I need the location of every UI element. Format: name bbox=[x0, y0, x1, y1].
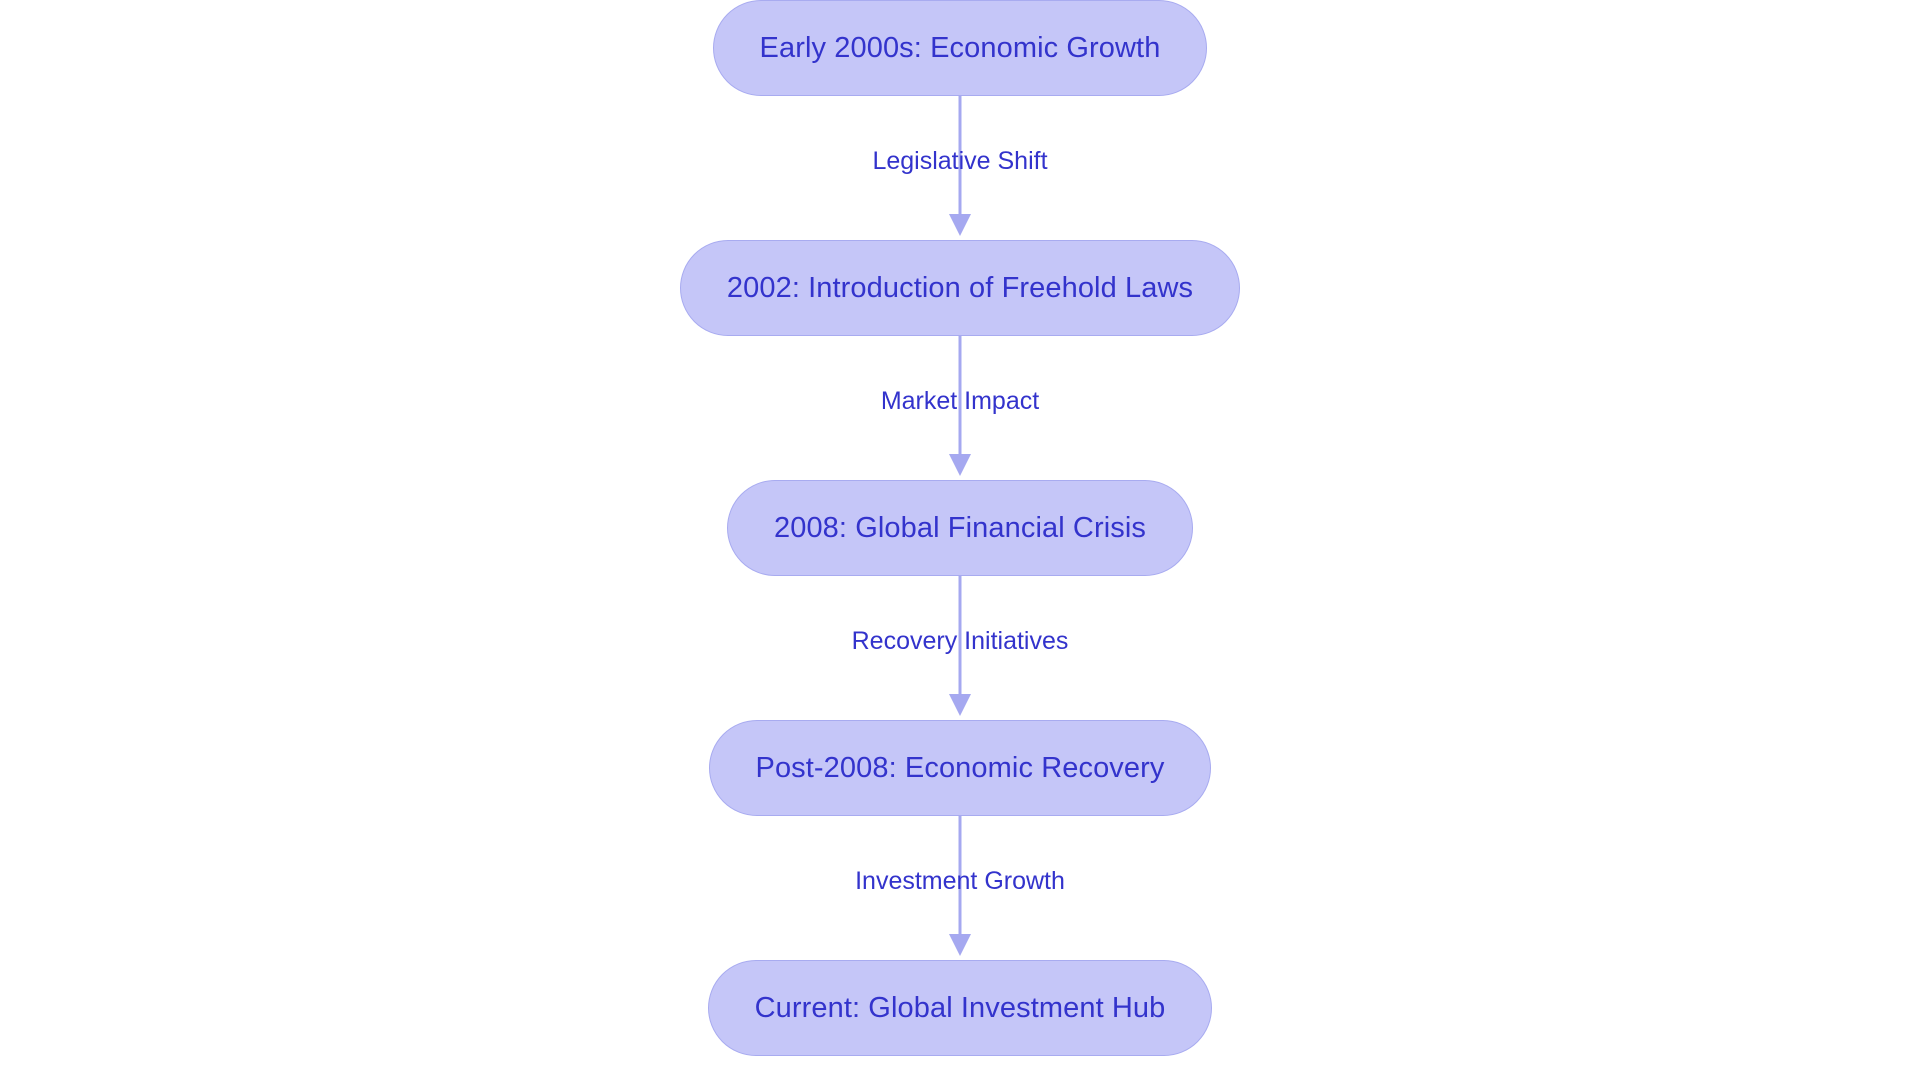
arrow-down-icon bbox=[949, 934, 971, 956]
arrow-down-icon bbox=[949, 454, 971, 476]
flow-node-early-2000s-economic-growth[interactable]: Early 2000s: Economic Growth bbox=[712, 0, 1208, 96]
flow-node-post-2008-economic-recovery[interactable]: Post-2008: Economic Recovery bbox=[708, 720, 1212, 816]
flow-node-label: 2008: Global Financial Crisis bbox=[773, 511, 1146, 544]
flow-edge-legislative-shift: Legislative Shift bbox=[0, 96, 1920, 240]
flow-node-label: 2002: Introduction of Freehold Laws bbox=[726, 271, 1194, 304]
flow-edge-label: Market Impact bbox=[880, 386, 1040, 415]
flow-edge-market-impact: Market Impact bbox=[0, 336, 1920, 480]
flow-node-current-global-investment-hub[interactable]: Current: Global Investment Hub bbox=[707, 960, 1213, 1056]
flow-edge-label: Recovery Initiatives bbox=[851, 626, 1069, 655]
edge-line bbox=[958, 96, 962, 222]
flow-node-label: Post-2008: Economic Recovery bbox=[755, 751, 1165, 784]
arrow-down-icon bbox=[949, 694, 971, 716]
flow-node-2002-introduction-of-freehold-laws[interactable]: 2002: Introduction of Freehold Laws bbox=[679, 240, 1241, 336]
arrow-down-icon bbox=[949, 214, 971, 236]
flow-node-2008-global-financial-crisis[interactable]: 2008: Global Financial Crisis bbox=[726, 480, 1193, 576]
edge-line bbox=[958, 576, 962, 702]
flow-edge-label: Legislative Shift bbox=[872, 146, 1048, 175]
flow-edge-recovery-initiatives: Recovery Initiatives bbox=[0, 576, 1920, 720]
flow-edge-investment-growth: Investment Growth bbox=[0, 816, 1920, 960]
flow-node-label: Early 2000s: Economic Growth bbox=[759, 31, 1161, 64]
edge-line bbox=[958, 816, 962, 942]
flow-edge-label: Investment Growth bbox=[855, 866, 1065, 895]
flow-node-label: Current: Global Investment Hub bbox=[754, 991, 1166, 1024]
edge-line bbox=[958, 336, 962, 462]
